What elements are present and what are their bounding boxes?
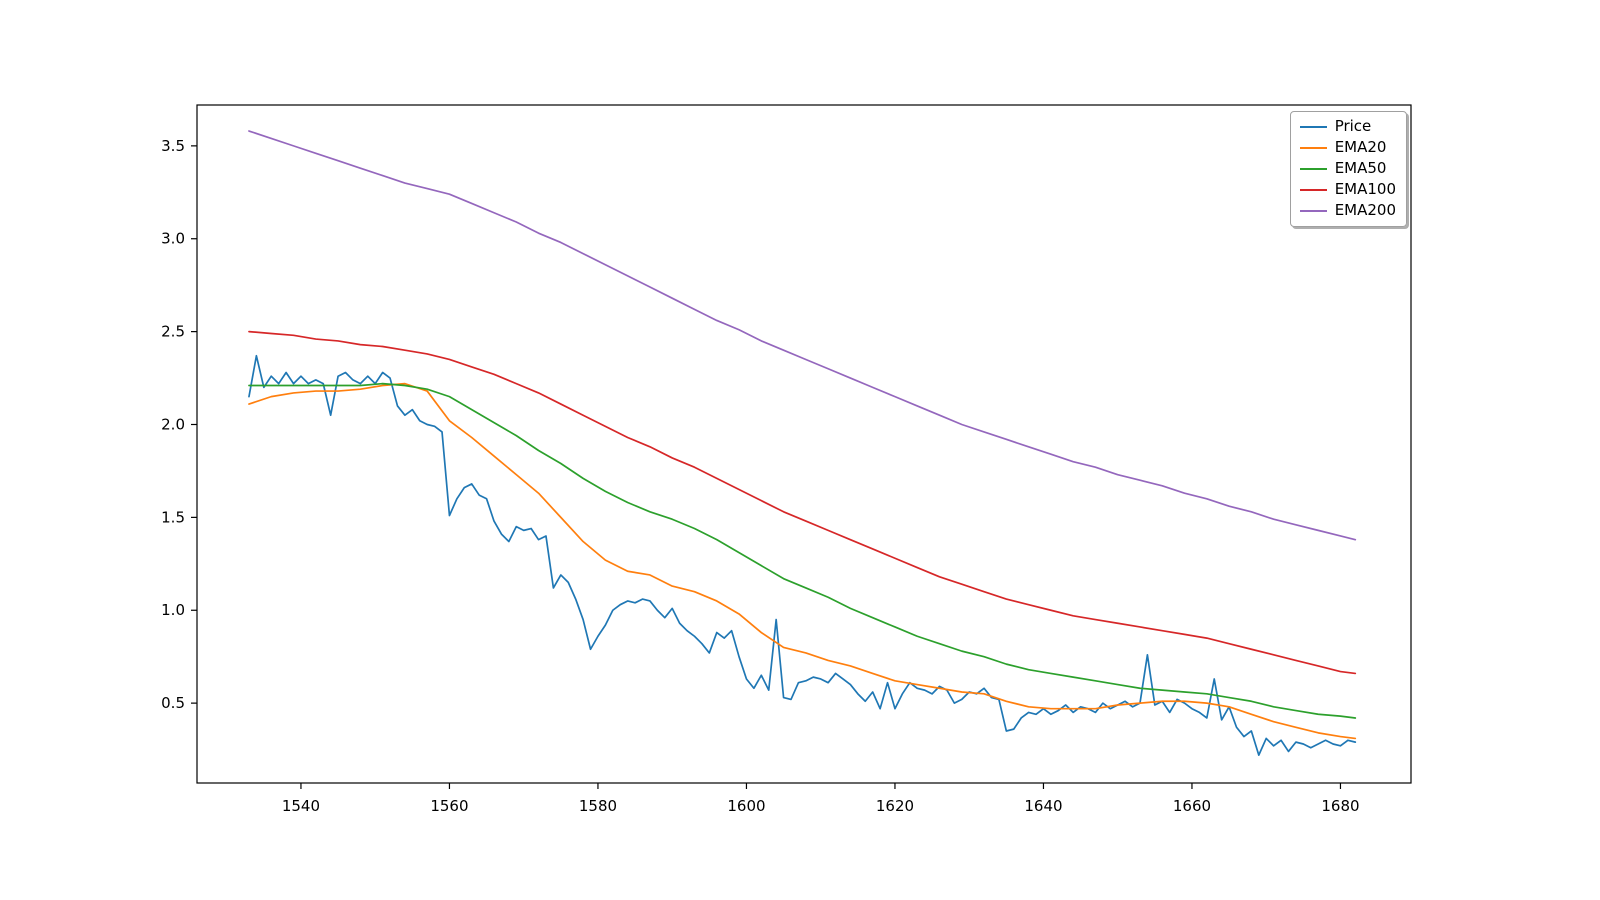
x-tick-label: 1620 (876, 797, 914, 815)
legend-item-ema20: EMA20 (1299, 138, 1396, 156)
legend-label: EMA100 (1334, 180, 1396, 198)
y-tick-label: 1.0 (161, 601, 185, 619)
legend-item-ema100: EMA100 (1299, 180, 1396, 198)
legend: Price EMA20 EMA50 EMA100 EMA200 (1289, 111, 1407, 227)
ema20-line-swatch (1299, 146, 1327, 149)
ema200-line-swatch (1299, 209, 1327, 212)
x-tick-label: 1640 (1024, 797, 1062, 815)
ema50-line-swatch (1299, 167, 1327, 170)
price-line-swatch (1299, 125, 1327, 128)
series-line-ema20 (248, 382, 1357, 740)
y-tick-label: 2.5 (161, 323, 185, 341)
series-line-ema200 (248, 130, 1357, 541)
series-line-ema100 (248, 330, 1357, 675)
ema100-line-swatch (1299, 188, 1327, 191)
x-tick-label: 1560 (430, 797, 468, 815)
legend-label: EMA20 (1334, 138, 1387, 156)
y-tick-label: 1.5 (161, 508, 185, 526)
legend-item-ema200: EMA200 (1299, 201, 1396, 219)
legend-label: EMA200 (1334, 201, 1396, 219)
x-tick-label: 1580 (579, 797, 617, 815)
x-tick-label: 1680 (1321, 797, 1359, 815)
legend-label: EMA50 (1334, 159, 1387, 177)
series-line-ema50 (248, 382, 1357, 719)
series-line-price (248, 354, 1357, 756)
y-tick-label: 0.5 (161, 694, 185, 712)
y-tick-label: 3.5 (161, 137, 185, 155)
x-tick-label: 1600 (727, 797, 765, 815)
y-tick-label: 2.0 (161, 415, 185, 433)
legend-label: Price (1334, 117, 1372, 135)
legend-item-ema50: EMA50 (1299, 159, 1396, 177)
x-tick-label: 1660 (1173, 797, 1211, 815)
x-tick-label: 1540 (282, 797, 320, 815)
y-tick-label: 3.0 (161, 230, 185, 248)
axes-frame (196, 104, 1412, 784)
legend-item-price: Price (1299, 117, 1396, 135)
